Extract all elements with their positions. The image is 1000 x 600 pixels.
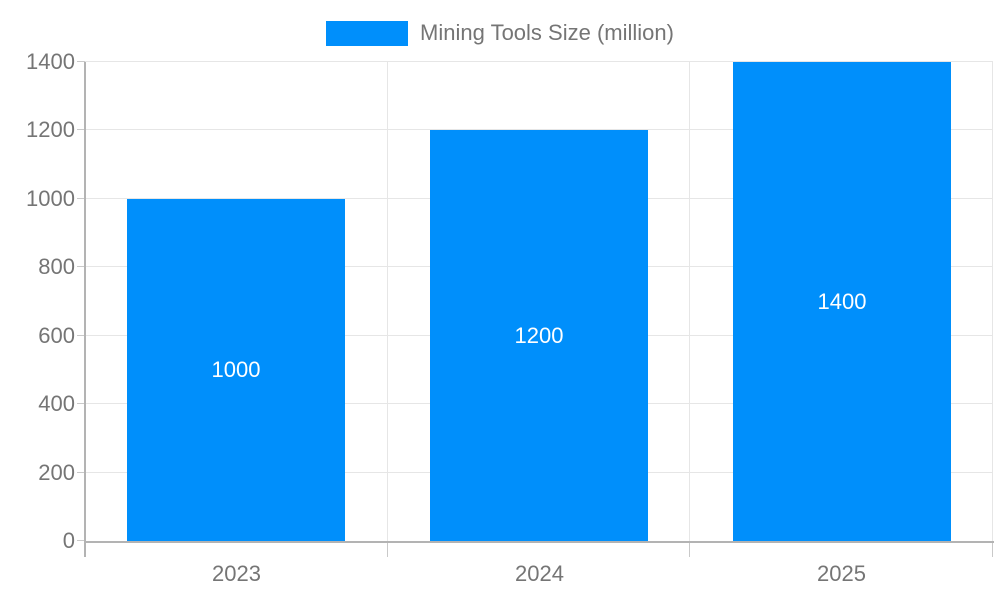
x-axis-line <box>84 541 994 543</box>
y-tick-label: 400 <box>38 391 75 416</box>
y-tick-label: 600 <box>38 323 75 348</box>
legend-item[interactable]: Mining Tools Size (million) <box>0 18 1000 48</box>
y-tick-label: 800 <box>38 254 75 279</box>
y-axis-tick <box>77 61 85 62</box>
x-tick-label: 2025 <box>817 561 866 586</box>
y-tick-label: 0 <box>62 528 75 553</box>
x-tick-label: 2023 <box>212 561 261 586</box>
y-axis-tick <box>77 403 85 404</box>
bar[interactable] <box>430 130 648 541</box>
legend-label: Mining Tools Size (million) <box>420 20 674 45</box>
bar-value-label: 1000 <box>211 357 261 382</box>
y-axis-tick <box>77 129 85 130</box>
y-gridline <box>85 61 993 62</box>
y-axis-tick <box>77 472 85 473</box>
x-gridline <box>387 62 388 541</box>
y-tick-label: 200 <box>38 460 75 485</box>
y-axis-line <box>84 62 86 557</box>
y-tick-label: 1400 <box>26 49 75 74</box>
y-tick-label: 1000 <box>26 186 75 211</box>
x-gridline <box>992 62 993 541</box>
x-axis-tick <box>387 541 388 557</box>
bar-value-label: 1200 <box>514 323 564 348</box>
legend-swatch <box>326 20 409 46</box>
y-axis-tick <box>77 266 85 267</box>
y-axis-tick <box>77 335 85 336</box>
bar-value-label: 1400 <box>817 289 867 314</box>
x-axis-tick <box>992 541 993 557</box>
bar[interactable] <box>127 199 345 541</box>
y-axis-tick <box>77 540 85 541</box>
x-axis-tick <box>689 541 690 557</box>
y-gridline <box>85 129 993 130</box>
x-tick-label: 2024 <box>515 561 564 586</box>
y-axis-tick <box>77 198 85 199</box>
y-tick-label: 1200 <box>26 117 75 142</box>
x-gridline <box>689 62 690 541</box>
bar[interactable] <box>733 62 951 541</box>
